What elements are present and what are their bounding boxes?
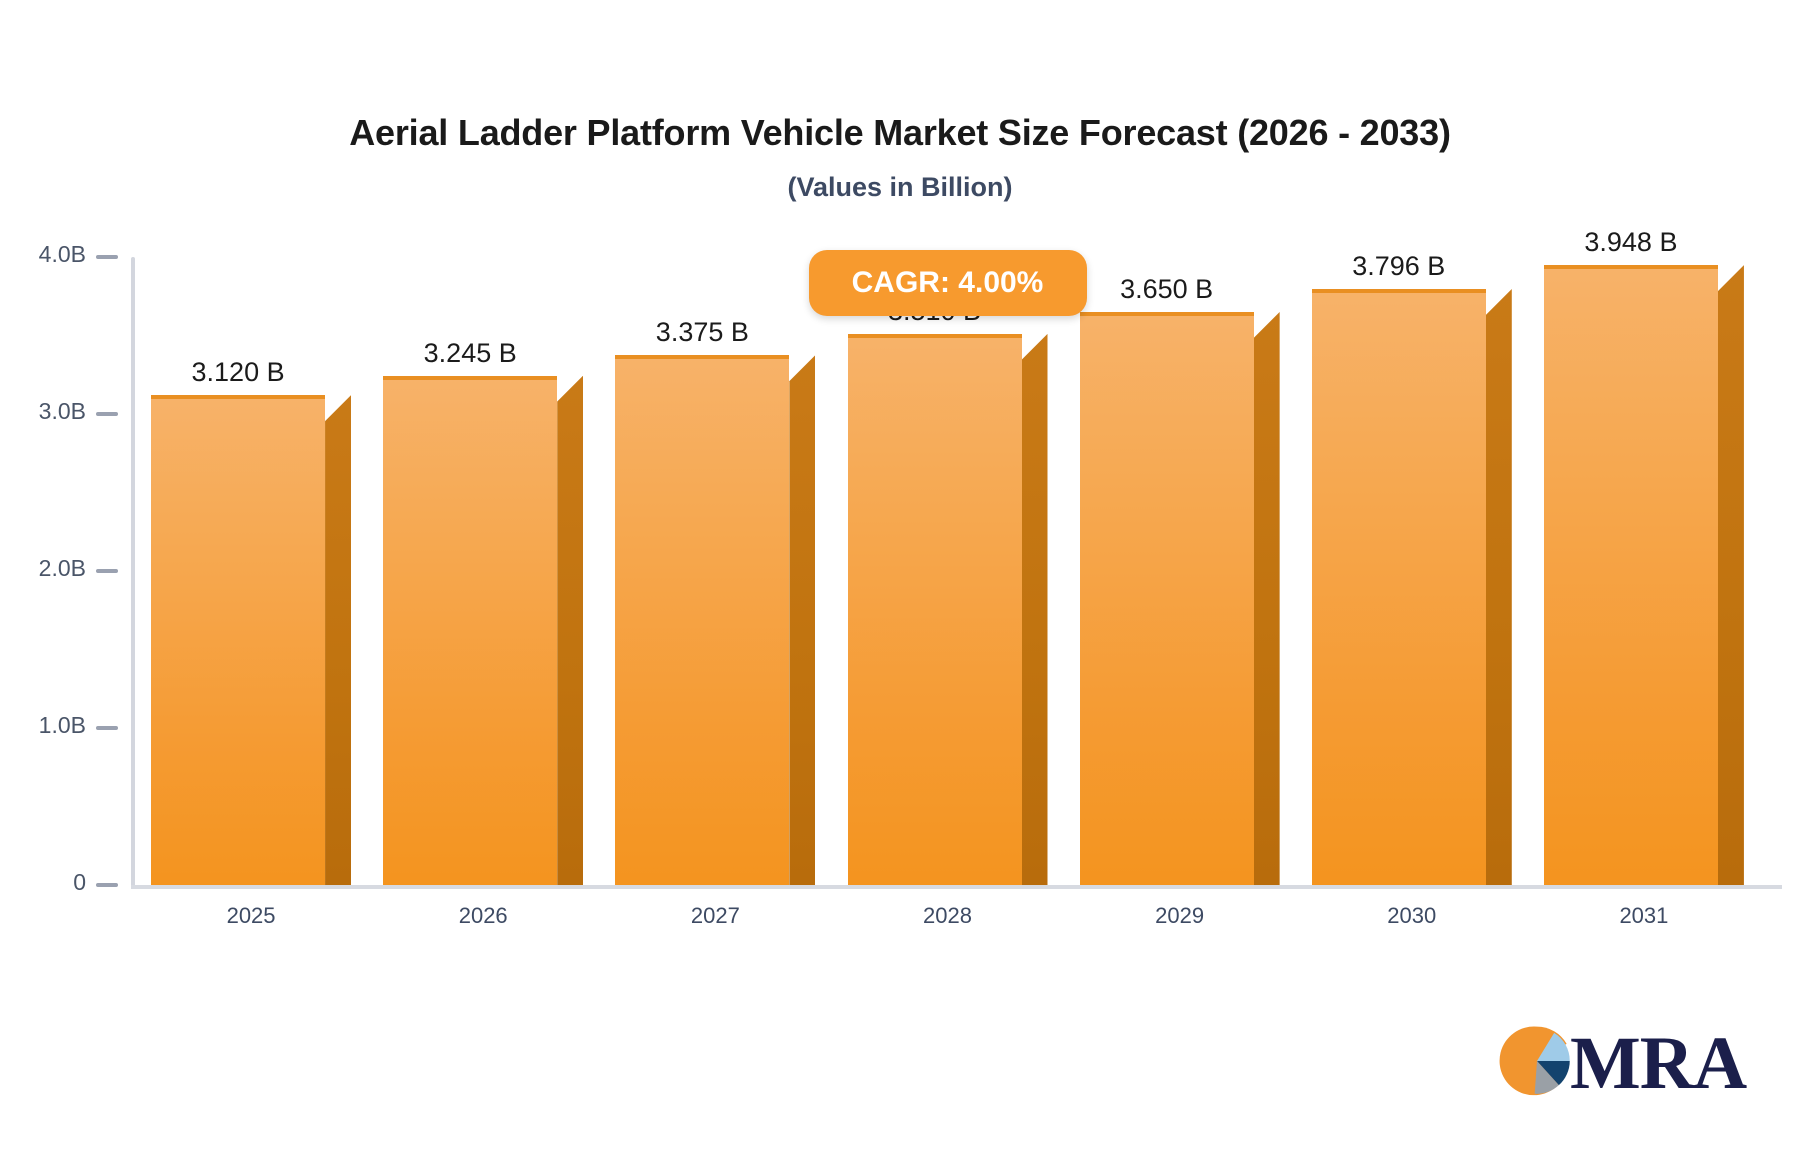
bar-value-label: 3.375 B bbox=[655, 317, 749, 348]
bar-column[interactable]: 3.650 B bbox=[1079, 274, 1280, 885]
bar-value-label: 3.948 B bbox=[1584, 227, 1678, 258]
bar-value-label: 3.120 B bbox=[191, 357, 285, 388]
x-axis-tick-label: 2030 bbox=[1387, 903, 1437, 928]
bar-front-face bbox=[151, 395, 326, 885]
x-axis-tick-label: 2028 bbox=[923, 903, 972, 928]
y-axis-line bbox=[131, 257, 135, 889]
bar-front-face bbox=[1311, 289, 1486, 885]
logo-text: MRA bbox=[1570, 1022, 1747, 1105]
y-axis-tick-label: 4.0B bbox=[38, 241, 86, 267]
bar-front-face bbox=[1079, 311, 1254, 885]
x-axis-tick-label: 2027 bbox=[690, 903, 740, 928]
y-axis-tick-mark bbox=[96, 412, 118, 416]
x-axis-tick-label: 2025 bbox=[226, 903, 276, 928]
y-axis-tick-label: 3.0B bbox=[38, 398, 86, 424]
y-axis-tick-mark bbox=[96, 726, 118, 730]
bar-column[interactable]: 3.510 B bbox=[847, 296, 1048, 885]
chart-title: Aerial Ladder Platform Vehicle Market Si… bbox=[349, 112, 1451, 153]
bar-side-panel bbox=[789, 355, 816, 885]
bar-column[interactable]: 3.120 B bbox=[151, 357, 352, 885]
y-axis-tick-label: 1.0B bbox=[38, 712, 86, 738]
bar-front-face bbox=[615, 355, 790, 885]
chart-subtitle: (Values in Billion) bbox=[787, 172, 1013, 202]
bar-column[interactable]: 3.375 B bbox=[615, 317, 816, 885]
bar-side-panel bbox=[325, 395, 352, 885]
y-axis-tick-label: 0 bbox=[73, 869, 86, 895]
bar-column[interactable]: 3.245 B bbox=[383, 338, 584, 885]
bar-side-panel bbox=[1253, 311, 1280, 885]
x-axis-tick-label: 2029 bbox=[1155, 903, 1205, 928]
bar-front-face bbox=[847, 333, 1022, 885]
bar-front-face bbox=[1543, 265, 1718, 885]
bar-side-panel bbox=[1021, 333, 1048, 885]
x-axis-tick-label: 2026 bbox=[458, 903, 508, 928]
bar-front-face bbox=[383, 375, 558, 885]
bar-column[interactable]: 3.796 B bbox=[1311, 251, 1512, 885]
bar-value-label: 3.796 B bbox=[1352, 251, 1446, 282]
bar-side-panel bbox=[557, 375, 584, 885]
bar-side-panel bbox=[1717, 265, 1744, 885]
y-axis-tick-mark bbox=[96, 883, 118, 887]
bar-value-label: 3.245 B bbox=[423, 337, 517, 368]
x-axis-baseline bbox=[131, 885, 1782, 889]
bar-column[interactable]: 3.948 B bbox=[1543, 227, 1744, 885]
bar-value-label: 3.650 B bbox=[1120, 273, 1214, 304]
mra-logo: MRA bbox=[1498, 1022, 1747, 1105]
y-axis-tick-mark bbox=[96, 569, 118, 573]
x-axis-tick-label: 2031 bbox=[1619, 903, 1669, 928]
y-axis-tick-label: 2.0B bbox=[38, 555, 86, 581]
pie-chart-icon bbox=[1498, 1022, 1576, 1105]
bar-side-panel bbox=[1485, 289, 1512, 885]
cagr-badge: CAGR: 4.00% bbox=[808, 250, 1087, 316]
y-axis-tick-mark bbox=[96, 255, 118, 259]
